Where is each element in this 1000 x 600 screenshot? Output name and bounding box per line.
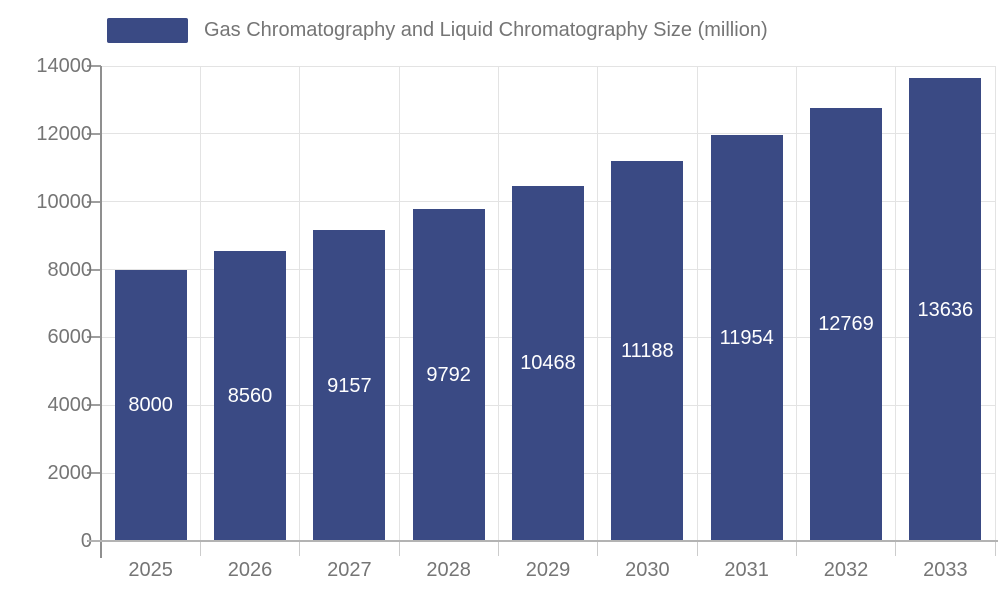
x-axis-tick-label: 2025 [128,559,173,581]
y-axis-tick [87,472,101,475]
y-axis-tick-label: 8000 [47,258,93,281]
x-axis-tick [497,541,499,556]
x-gridline [795,66,797,541]
x-axis-tick [895,541,897,556]
bar-value-label: 11188 [621,340,674,363]
legend-label: Gas Chromatography and Liquid Chromatogr… [204,18,768,41]
x-axis-tick [795,541,797,556]
legend-swatch-icon [107,17,188,43]
x-axis-tick-label: 2027 [327,559,372,581]
y-axis-tick [87,200,101,203]
bar[interactable] [114,269,187,541]
x-gridline [299,66,301,541]
x-gridline [994,66,996,541]
x-axis-tick [398,541,400,556]
bar[interactable] [313,230,386,541]
x-axis-tick [199,541,201,556]
y-axis-tick-label: 6000 [47,326,93,349]
x-axis-tick-label: 2030 [625,559,670,581]
x-axis-tick-label: 2032 [823,559,869,581]
x-axis-tick-label: 2026 [227,559,273,581]
x-axis-tick [299,541,301,556]
x-axis-tick-label: 2029 [525,559,571,581]
bar-value-label: 9792 [426,363,471,386]
bar[interactable] [810,107,882,541]
bar-value-label: 10468 [520,352,576,375]
bar[interactable] [412,208,485,541]
x-axis-tick [696,541,698,556]
y-axis-line [100,66,102,558]
y-axis-tick-label: 14000 [36,55,92,77]
y-gridline [101,65,995,67]
legend[interactable]: Gas Chromatography and Liquid Chromatogr… [107,17,768,43]
y-axis-tick [87,65,101,67]
x-gridline [497,66,499,541]
bar-value-label: 8560 [227,384,273,407]
x-axis-tick-label: 2031 [724,559,769,581]
x-axis-tick [994,541,996,556]
x-gridline [398,66,400,541]
x-axis-line [88,540,998,542]
bar[interactable] [512,185,584,541]
bar-value-label: 13636 [917,298,974,321]
y-axis-tick [87,132,101,135]
bar[interactable] [909,78,982,541]
y-axis-tick-label: 2000 [47,462,93,485]
bar-value-label: 9157 [327,374,372,397]
bar-value-label: 8000 [128,394,173,417]
y-axis-tick [87,404,101,407]
x-gridline [696,66,698,541]
y-axis-tick-label: 10000 [36,190,92,213]
y-axis-tick [87,336,101,339]
bar-value-label: 11954 [719,327,774,350]
x-axis-tick-label: 2028 [426,559,471,581]
y-axis-tick-label: 12000 [36,122,92,145]
bar[interactable] [611,161,684,541]
x-gridline [895,66,897,541]
bar[interactable] [710,135,783,541]
y-axis-tick-label: 4000 [47,394,93,417]
y-axis-tick-label: 0 [80,530,92,552]
x-axis-tick [597,541,599,556]
bar[interactable] [214,250,286,541]
y-axis-tick [87,268,101,271]
y-gridline [101,133,995,135]
bar-value-label: 12769 [818,313,874,336]
x-gridline [199,66,201,541]
x-gridline [597,66,599,541]
x-axis-tick-label: 2033 [923,559,968,581]
